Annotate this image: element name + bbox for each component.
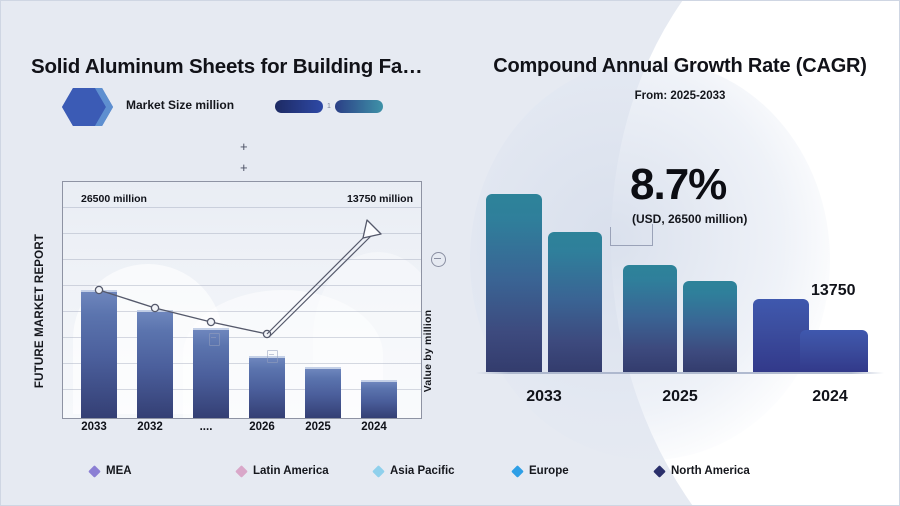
legend-marker-icon	[653, 464, 666, 478]
legend-item-mea[interactable]: MEA	[88, 464, 132, 478]
legend-label: Europe	[529, 465, 569, 477]
rbar-2025-secondary	[683, 281, 737, 372]
mini-list-icon-1	[209, 333, 220, 346]
legend-marker-icon	[372, 464, 385, 478]
rbar-2033-secondary	[548, 232, 602, 372]
x-tick-2026: 2026	[249, 421, 275, 433]
rbar-2024-primary	[753, 299, 809, 372]
market-size-legend-label: Market Size million	[126, 98, 235, 112]
rbar-2033-primary	[486, 194, 542, 372]
x-tick-2033: 2033	[81, 421, 107, 433]
legend-pill-row: 1	[275, 100, 383, 113]
legend-marker-icon	[235, 464, 248, 478]
x-tick-2024: 2024	[361, 421, 387, 433]
data-label-13750: 13750	[811, 282, 856, 299]
gridline	[63, 207, 421, 208]
legend-item-latin-america[interactable]: Latin America	[235, 464, 329, 478]
legend-pill-separator: 1	[327, 103, 331, 110]
right-panel: Compound Annual Growth Rate (CAGR) From:…	[460, 0, 900, 506]
x-tick-2032: 2032	[137, 421, 163, 433]
rx-tick-2033: 2033	[526, 388, 562, 405]
right-chart: 13750 2033 2025 2024	[460, 150, 900, 418]
page-subtitle-right: From: 2025-2033	[634, 90, 726, 102]
corner-marker-icon	[610, 227, 653, 246]
y-axis-label-right: Value by million	[422, 309, 434, 393]
legend-label: Asia Pacific	[390, 465, 455, 477]
x-tick-2025: 2025	[305, 421, 331, 433]
annotation-low-value: 13750 million	[347, 193, 413, 205]
legend-marker-icon	[511, 464, 524, 478]
rx-tick-2025: 2025	[662, 388, 698, 405]
plus-icon-1: +	[240, 139, 248, 154]
gridline	[63, 311, 421, 312]
right-chart-baseline	[476, 372, 884, 374]
page-title-left: Solid Aluminum Sheets for Building Fa…	[31, 55, 423, 78]
legend-item-north-america[interactable]: North America	[653, 464, 750, 478]
legend-pill-primary	[275, 100, 323, 113]
left-panel: Solid Aluminum Sheets for Building Fa… M…	[31, 55, 446, 443]
trend-line-overlay	[94, 219, 382, 339]
y-axis-label-left: FUTURE MARKET REPORT	[34, 233, 46, 389]
mini-list-icon-2	[267, 350, 278, 363]
bar-2024	[361, 380, 397, 418]
gridline	[63, 363, 421, 364]
cagr-value: 8.7%	[630, 160, 727, 209]
chart-legend: MEA Latin America Asia Pacific Europe No…	[0, 460, 900, 482]
corner-marker-icon-2	[650, 224, 653, 246]
legend-marker-icon	[88, 464, 101, 478]
bar-2026	[249, 356, 285, 418]
gridline	[63, 389, 421, 390]
legend-label: MEA	[106, 465, 132, 477]
rbar-2024-secondary	[800, 330, 868, 372]
left-chart-x-axis: 2033 2032 .... 2026 2025 2024	[62, 421, 420, 443]
rbar-2025-primary	[623, 265, 677, 372]
left-chart-bars	[63, 182, 421, 418]
bar-dots	[193, 328, 229, 418]
x-tick-dots: ....	[199, 421, 213, 433]
legend-pill-secondary	[334, 100, 383, 113]
rx-tick-2024: 2024	[812, 388, 848, 405]
bar-2025	[305, 367, 341, 418]
gridline	[63, 337, 421, 338]
gridline	[63, 285, 421, 286]
minus-circle-icon	[431, 252, 446, 267]
legend-label: North America	[671, 465, 750, 477]
legend-item-asia-pacific[interactable]: Asia Pacific	[372, 464, 455, 478]
left-chart-frame: 26500 million 13750 million	[62, 181, 422, 419]
legend-label: Latin America	[253, 465, 329, 477]
annotation-high-value: 26500 million	[81, 193, 147, 205]
legend-item-europe[interactable]: Europe	[511, 464, 569, 478]
cagr-subtext: (USD, 26500 million)	[632, 212, 748, 226]
hexagon-logo-icon	[62, 88, 113, 126]
gridline	[63, 233, 421, 234]
plus-icon-2: +	[240, 160, 248, 175]
gridline	[63, 259, 421, 260]
page-title-right: Compound Annual Growth Rate (CAGR)	[493, 55, 867, 77]
